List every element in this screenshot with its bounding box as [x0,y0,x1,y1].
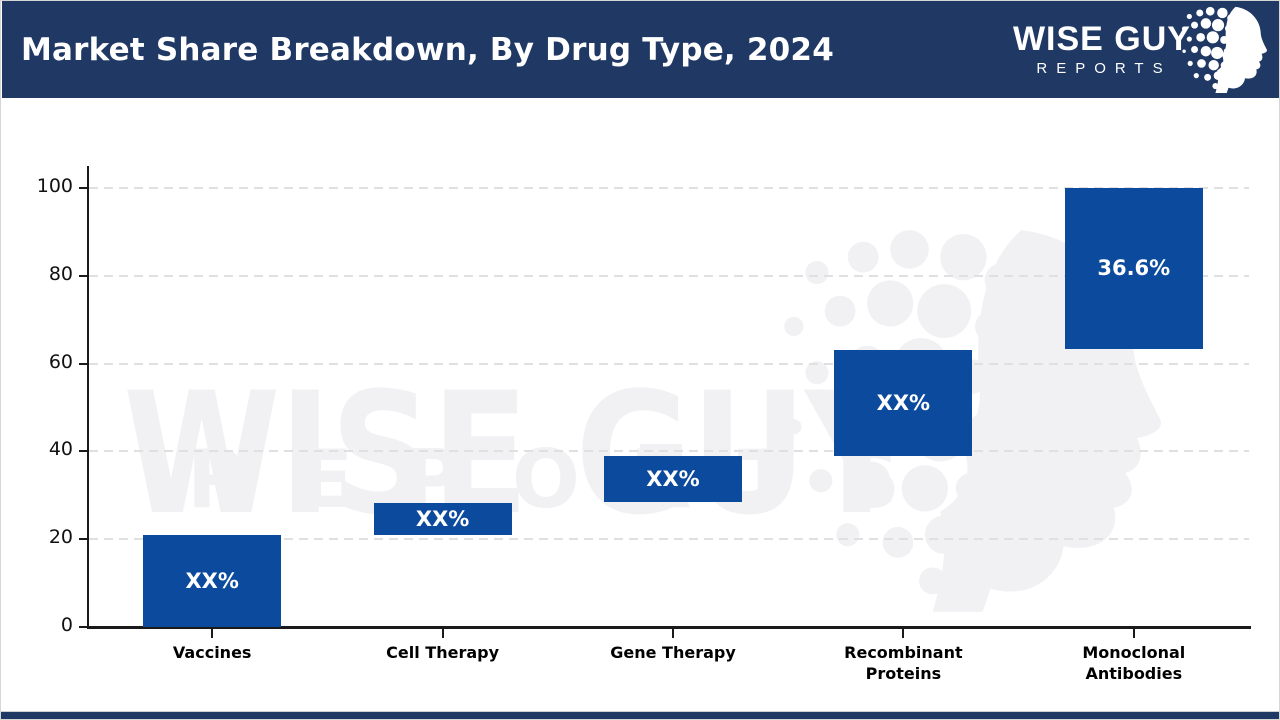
bar-value-label: XX% [646,467,700,492]
category-label-vaccines: Vaccines [172,643,252,662]
x-tick [211,629,214,638]
category-label-recombinant-proteins: Recombinant Proteins [844,643,963,683]
bar-monoclonal-antibodies: 36.6% [1064,187,1203,349]
page-title: Market Share Breakdown, By Drug Type, 20… [21,31,834,68]
x-axis-line [87,626,1251,629]
gridline-20 [89,538,1249,541]
gridline-40 [89,450,1249,453]
bar-value-label: XX% [415,506,470,531]
chart-area: WISE GUY REPORTS 0 20 40 60 80 100 XX% XX% XX% XX… [1,98,1279,712]
gridline-60 [89,362,1249,365]
y-axis-line [87,166,89,628]
y-tick [79,538,89,541]
bar-gene-therapy: XX% [604,456,742,503]
header: Market Share Breakdown, By Drug Type, 20… [2,1,1279,98]
x-tick [441,629,444,638]
y-tick-label: 80 [48,262,73,285]
category-label-gene-therapy: Gene Therapy [610,643,736,662]
x-tick [672,629,674,638]
footer-divider [1,711,1279,712]
footer-bar [1,712,1279,719]
gridline-100 [89,186,1249,189]
y-tick-label: 100 [36,174,73,197]
bar-vaccines: XX% [143,534,282,627]
y-tick-label: 60 [48,350,73,373]
y-tick [79,186,89,189]
watermark-wordmark: WISE GUY [123,356,908,552]
x-tick [902,629,905,638]
bar-value-label: XX% [185,568,239,593]
y-tick-label: 20 [48,526,73,549]
y-tick-label: 40 [48,438,73,461]
bar-value-label: XX% [876,390,931,415]
logo-wordmark: WISE GUY REPORTS [1013,22,1191,77]
wise-guy-logo: WISE GUY REPORTS [1013,1,1273,98]
y-tick [79,626,89,628]
category-label-cell-therapy: Cell Therapy [386,643,500,662]
watermark-subtext: REPORTS [187,433,951,526]
y-tick [79,362,89,365]
bar-recombinant-proteins: XX% [834,349,973,457]
y-tick [79,274,89,277]
bar-value-label: 36.6% [1097,256,1171,281]
y-tick-label: 0 [60,614,73,636]
x-tick [1132,629,1135,638]
logo-subtext: REPORTS [1036,60,1172,77]
logo-name: WISE GUY [1012,20,1191,58]
category-label-monoclonal-antibodies: Monoclonal Antibodies [1082,643,1186,683]
y-tick [79,450,89,453]
gridline-80 [89,274,1249,277]
bar-cell-therapy: XX% [373,502,512,535]
